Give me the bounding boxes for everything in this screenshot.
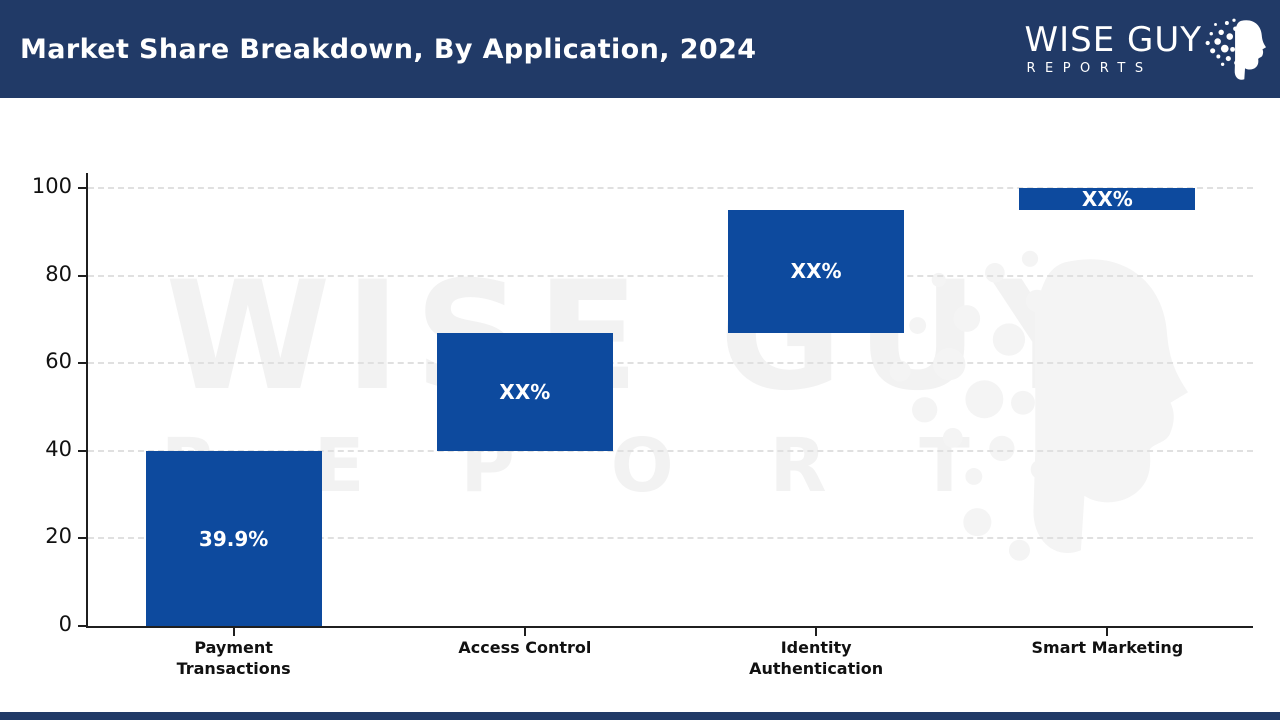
y-tick-mark-0 xyxy=(78,625,86,627)
footer-bar xyxy=(0,712,1280,720)
y-tick-mark-20 xyxy=(78,537,86,540)
y-tick-label-0: 0 xyxy=(58,612,72,636)
x-tick-mark xyxy=(232,628,235,636)
y-tick-mark-100 xyxy=(78,187,86,189)
y-tick-label-100: 100 xyxy=(31,174,72,198)
bar-value-label: XX% xyxy=(499,379,551,404)
gridline-100 xyxy=(88,187,1253,189)
bar-segment: XX% xyxy=(436,332,613,452)
dotted-head-icon xyxy=(1205,18,1266,80)
x-axis-line xyxy=(86,626,1253,628)
bar-segment: 39.9% xyxy=(145,451,322,626)
bar-segment: XX% xyxy=(1019,186,1196,211)
y-tick-label-40: 40 xyxy=(45,436,72,461)
gridline-60 xyxy=(88,362,1253,365)
x-category-label: Access Control xyxy=(458,638,592,657)
x-tick-mark xyxy=(815,628,818,636)
bar-value-label: 39.9% xyxy=(198,526,269,551)
y-tick-label-80: 80 xyxy=(45,261,72,286)
header-bar: Market Share Breakdown, By Application, … xyxy=(0,0,1280,98)
gridline-40 xyxy=(88,449,1253,452)
x-category-label: Payment Transactions xyxy=(176,638,291,678)
y-tick-label-60: 60 xyxy=(45,349,72,374)
x-tick-mark xyxy=(523,628,526,636)
bar-value-label: XX% xyxy=(790,259,842,284)
x-tick-mark xyxy=(1106,628,1109,636)
y-axis-line xyxy=(86,172,88,628)
wise-guy-reports-logo: WISE GUY REPORTS xyxy=(1024,7,1266,91)
y-tick-label-20: 20 xyxy=(45,524,72,549)
y-tick-mark-60 xyxy=(78,362,86,365)
chart-title: Market Share Breakdown, By Application, … xyxy=(20,33,757,65)
x-category-label: Identity Authentication xyxy=(749,638,884,678)
bar-segment: XX% xyxy=(728,209,905,333)
y-tick-mark-40 xyxy=(78,449,86,452)
y-tick-mark-80 xyxy=(78,274,86,277)
bar-value-label: XX% xyxy=(1081,186,1133,211)
gridline-20 xyxy=(88,537,1253,540)
x-category-label: Smart Marketing xyxy=(1031,638,1184,657)
logo-wordmark-line1: WISE GUY xyxy=(1024,19,1202,60)
watermark-head-icon xyxy=(889,250,1188,561)
logo-wordmark-line2: REPORTS xyxy=(1026,60,1153,76)
gridline-80 xyxy=(88,274,1253,277)
logo-wordmark: WISE GUY REPORTS xyxy=(1024,23,1202,76)
